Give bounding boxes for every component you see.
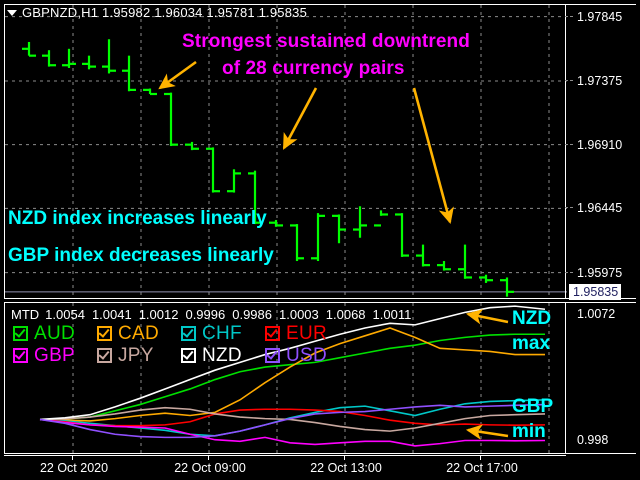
indicator-line-nzd	[39, 305, 546, 421]
time-tick-label: 22 Oct 17:00	[446, 461, 518, 475]
current-price-tag: 1.95835	[569, 283, 622, 300]
indicator-line-usd	[39, 403, 546, 439]
legend-label-chf: CHF	[202, 322, 242, 344]
time-tick-label: 22 Oct 2020	[39, 461, 109, 475]
price-tick-mark	[565, 143, 573, 146]
mtd-label: MTD	[11, 307, 40, 322]
triangle-down-icon[interactable]	[7, 10, 17, 16]
annotation-nzd-max-line2: max	[512, 333, 551, 354]
time-tick-label: 22 Oct 13:00	[310, 461, 382, 475]
legend-item-usd[interactable]: USD	[265, 346, 349, 365]
price-tick-label: 1.96910	[577, 137, 623, 152]
mtd-value: 1.0011	[372, 307, 412, 322]
price-tick-label: 1.95975	[577, 265, 623, 280]
checkbox-cad[interactable]	[97, 325, 112, 341]
legend-row: GBP JPY NZD USD	[13, 344, 349, 366]
annotation-gbp-decreases: GBP index decreases linearly	[8, 245, 274, 266]
mtd-value: 1.0012	[138, 307, 179, 322]
price-tick-mark	[565, 79, 573, 82]
arrow-gbp-min	[465, 424, 509, 440]
time-tick-mark	[208, 455, 209, 460]
legend-label-jpy: JPY	[118, 344, 154, 366]
checkbox-jpy[interactable]	[97, 347, 112, 363]
price-tick-label: 1.96445	[577, 201, 623, 216]
mtd-value: 0.9986	[232, 307, 272, 322]
time-tick-mark	[480, 455, 481, 460]
indicator-line-cad	[39, 327, 545, 422]
indicator-plot-area[interactable]	[5, 303, 567, 453]
price-axis-border	[565, 4, 566, 299]
ohlc-bar-series	[22, 39, 514, 297]
checkbox-gbp[interactable]	[13, 347, 28, 363]
indicator-tick-label: 0.998	[577, 433, 609, 447]
legend-label-eur: EUR	[286, 322, 328, 344]
legend-item-cad[interactable]: CAD	[97, 324, 181, 343]
arrow-downtrend-mid	[282, 87, 318, 150]
mtd-value: 0.9996	[185, 307, 226, 322]
checkbox-aud[interactable]	[13, 325, 28, 341]
indicator-line-eur	[39, 408, 546, 427]
annotation-arrows-price	[158, 60, 454, 225]
mtd-values-row: MTD 1.0054 1.0041 1.0012 0.9996 0.9986 1.0003 1…	[11, 307, 418, 322]
indicator-axis-scale[interactable]: 1.0072 0.998	[565, 302, 640, 454]
annotation-nzd-max-line1: NZD	[512, 308, 552, 329]
legend-item-chf[interactable]: CHF	[181, 324, 265, 343]
currency-index-indicator-pane[interactable]: MTD 1.0054 1.0041 1.0012 0.9996 0.9986 1.0003 1…	[4, 302, 636, 454]
arrow-nzd-max	[465, 309, 509, 325]
price-tick-label: 1.97845	[577, 9, 623, 24]
mtd-value: 1.0041	[91, 307, 132, 322]
legend-item-jpy[interactable]: JPY	[97, 346, 181, 365]
time-axis[interactable]: 22 Oct 2020 22 Oct 09:00 22 Oct 13:00 22 Oc…	[4, 455, 636, 480]
annotation-nzd-increases: NZD index increases linearly	[8, 208, 267, 229]
legend-label-nzd: NZD	[202, 344, 242, 366]
time-tick-mark	[344, 455, 345, 460]
time-tick-label: 22 Oct 09:00	[174, 461, 246, 475]
legend-label-gbp: GBP	[34, 344, 76, 366]
mtd-value: 1.0003	[279, 307, 319, 322]
checkbox-usd[interactable]	[265, 347, 280, 363]
indicator-axis-border	[565, 302, 566, 454]
indicator-chart-svg	[39, 303, 550, 453]
mtd-value: 1.0054	[45, 307, 85, 322]
annotation-gbp-min-line1: GBP	[512, 396, 554, 417]
price-tick-mark	[565, 271, 573, 274]
legend-item-eur[interactable]: EUR	[265, 324, 349, 343]
legend-item-aud[interactable]: AUD	[13, 324, 97, 343]
indicator-line-gbp	[39, 418, 546, 447]
arrow-downtrend-left	[158, 60, 197, 90]
annotation-arrows-indicator	[465, 309, 509, 440]
checkbox-nzd[interactable]	[181, 347, 196, 363]
arrow-downtrend-right	[412, 87, 454, 225]
legend-label-usd: USD	[286, 344, 328, 366]
annotation-downtrend-line2: of 28 currency pairs	[222, 58, 405, 79]
annotation-downtrend-line1: Strongest sustained downtrend	[182, 31, 470, 52]
price-tick-mark	[565, 207, 573, 209]
time-tick-mark	[72, 455, 73, 460]
legend-label-aud: AUD	[34, 322, 76, 344]
checkbox-eur[interactable]	[265, 325, 280, 341]
currency-legend[interactable]: AUD CAD CHF EUR GBP JPY NZD USD	[13, 322, 349, 366]
checkbox-chf[interactable]	[181, 325, 196, 341]
time-axis-line	[4, 455, 566, 456]
indicator-line-aud	[39, 333, 545, 421]
legend-label-cad: CAD	[118, 322, 160, 344]
indicator-tick-label: 1.0072	[577, 307, 616, 321]
legend-row: AUD CAD CHF EUR	[13, 322, 349, 344]
mtd-value: 1.0068	[325, 307, 366, 322]
price-chart-svg	[5, 5, 567, 298]
annotation-gbp-min-line2: min	[512, 421, 546, 442]
legend-item-nzd[interactable]: NZD	[181, 346, 265, 365]
price-tick-mark	[565, 15, 573, 18]
price-chart-pane[interactable]	[4, 4, 636, 299]
price-plot-area[interactable]	[5, 5, 567, 298]
price-axis-scale[interactable]: 1.97845 1.97375 1.96910 1.96445 1.95975 1.958…	[565, 4, 640, 300]
symbol-ohlc-header: GBPNZD,H1 1.95982 1.96034 1.95781 1.9583…	[22, 5, 308, 20]
legend-item-gbp[interactable]: GBP	[13, 346, 97, 365]
price-tick-label: 1.97375	[577, 73, 623, 88]
